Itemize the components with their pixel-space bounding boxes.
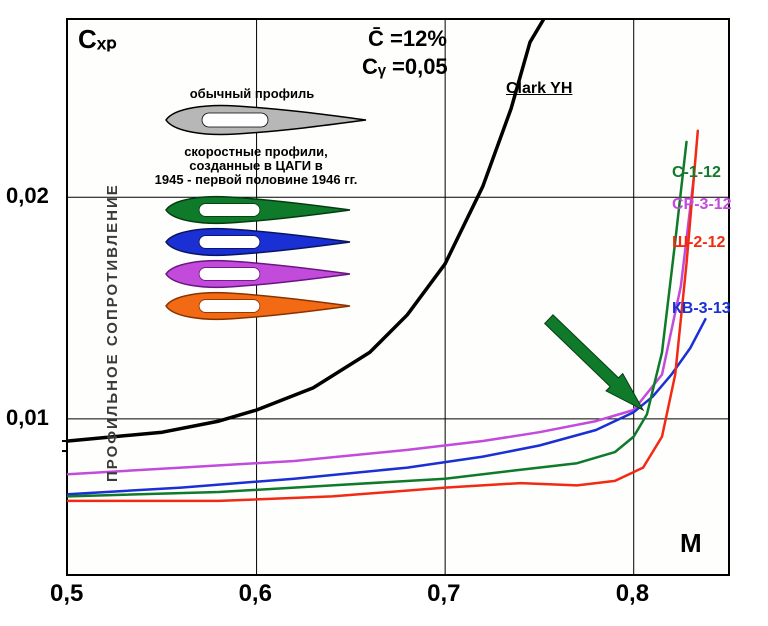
drag-chart: обычный профиль Clark YH скоростные профил… (66, 18, 730, 576)
x-label-m: M (680, 528, 702, 559)
series-label-kv313: КВ-3-13 (672, 300, 731, 318)
airfoil-СР-3-12: СР-3-12 (166, 261, 350, 288)
legend-title-2-line: созданные в ЦАГИ в (189, 158, 322, 173)
series-label-sh212: Ш-2-12 (672, 234, 725, 252)
header-line: Cᵧ =0,05 (362, 54, 448, 80)
svg-text:СР-3-12: СР-3-12 (211, 270, 249, 281)
x-tick-label: 0,7 (427, 580, 460, 608)
series-label-clark: Clark YH (506, 80, 572, 98)
y-tick-label: 0,02 (6, 183, 49, 209)
y-tick-label: 0,01 (6, 405, 49, 431)
x-tick-label: 0,5 (50, 580, 83, 608)
airfoil-С-1-12: С-1-12 (166, 197, 350, 224)
legend-title-2-line: скоростные профили, (184, 144, 328, 159)
curve-sr312 (68, 175, 694, 474)
svg-text:Ш-2-12: Ш-2-12 (213, 302, 247, 313)
airfoil-Ш-2-12: Ш-2-12 (166, 293, 350, 320)
airfoil-Clark YH: Clark YH (166, 106, 366, 135)
curve-clark (68, 20, 543, 441)
svg-text:С-1-12: С-1-12 (214, 206, 245, 217)
legend-title-1: обычный профиль (190, 86, 315, 101)
x-tick-label: 0,8 (616, 580, 649, 608)
header-line: C̄ =12% (368, 26, 447, 52)
svg-text:Clark YH: Clark YH (212, 115, 258, 127)
series-label-s112: С-1-12 (672, 164, 721, 182)
airfoil-КВ-3-12: КВ-3-12 (166, 229, 350, 256)
svg-text:КВ-3-12: КВ-3-12 (211, 238, 248, 249)
curve-s112 (68, 142, 687, 497)
series-label-sr312: СР-3-12 (672, 196, 732, 214)
y-axis-title: ПРОФИЛЬНОЕ СОПРОТИВЛЕНИЕ (104, 183, 121, 482)
legend-title-2-line: 1945 - первой половине 1946 гг. (155, 172, 358, 187)
highlight-arrow (545, 315, 643, 410)
x-tick-label: 0,6 (239, 580, 272, 608)
y-label-cxp: Cₓₚ (78, 24, 117, 55)
